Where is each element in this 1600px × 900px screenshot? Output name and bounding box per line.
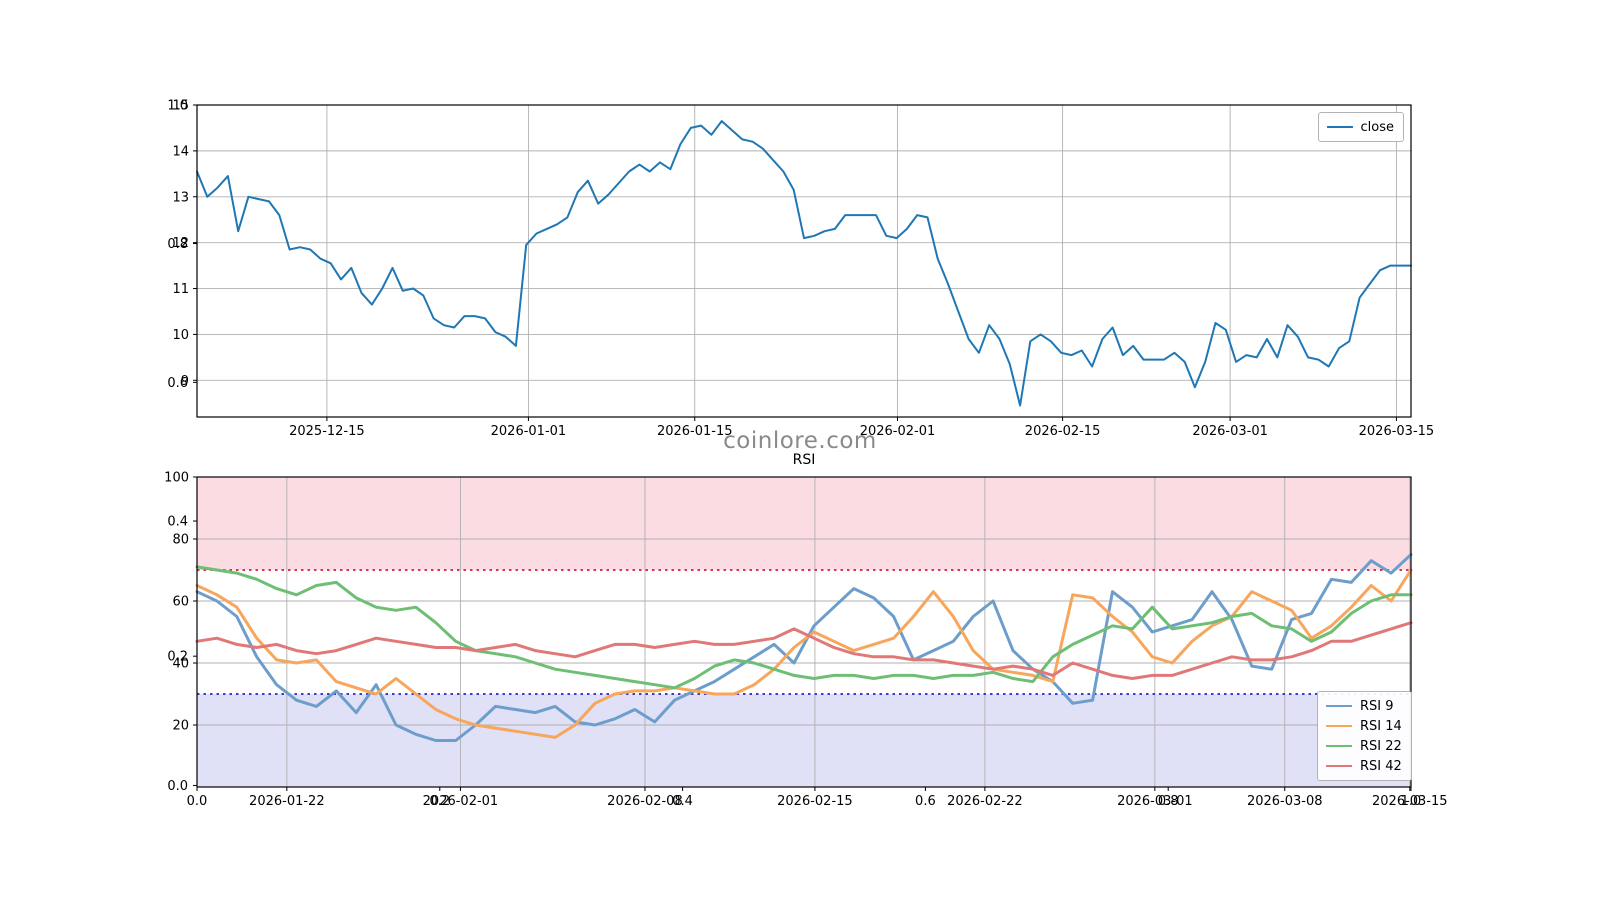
rsi-ytick-label: 80 bbox=[172, 533, 189, 548]
legend-entry-close: close bbox=[1326, 117, 1394, 137]
rsi-sec-xtick-label: 0.0 bbox=[187, 794, 208, 809]
price-xtick-label: 2026-02-15 bbox=[1025, 424, 1101, 439]
watermark: coinlore.com bbox=[723, 428, 877, 454]
rsi-band-oversold-zone bbox=[197, 694, 1411, 787]
legend-line-swatch bbox=[1326, 745, 1352, 747]
rsi-series-rsi-22 bbox=[195, 565, 1413, 690]
price-ytick-label: 14 bbox=[172, 144, 189, 159]
rsi-legend: RSI 9 RSI 14 RSI 22 RSI 42 bbox=[1317, 691, 1412, 781]
rsi-xtick-label: 2026-03-15 bbox=[1372, 794, 1448, 809]
legend-line-swatch bbox=[1326, 705, 1352, 707]
rsi-sec-xtick-label: 0.6 bbox=[915, 794, 936, 809]
price-ytick-label: 13 bbox=[172, 190, 189, 205]
rsi-sec-ytick-label: 0.0 bbox=[167, 779, 188, 794]
legend-label: close bbox=[1360, 119, 1394, 135]
legend-label: RSI 22 bbox=[1360, 738, 1402, 754]
price-ytick-label: 15 bbox=[172, 99, 189, 114]
price-xtick-label: 2026-01-01 bbox=[491, 424, 567, 439]
price-sec-ytick-label: 1.0 bbox=[167, 99, 188, 114]
rsi-xtick-label: 2026-03-08 bbox=[1247, 794, 1323, 809]
rsi-ytick-label: 60 bbox=[172, 595, 189, 610]
rsi-xtick-label: 2026-02-15 bbox=[777, 794, 853, 809]
legend-line-swatch bbox=[1326, 725, 1352, 727]
rsi-series-rsi-9 bbox=[195, 553, 1413, 742]
rsi-series-rsi-14 bbox=[195, 568, 1413, 739]
price-ytick-label: 10 bbox=[172, 328, 189, 343]
rsi-series-rsi-42 bbox=[195, 621, 1413, 680]
price-ytick-label: 9 bbox=[181, 374, 189, 389]
rsi-ytick-label: 20 bbox=[172, 719, 189, 734]
price-sec-ytick-label: 0.8 bbox=[167, 237, 188, 252]
rsi-ytick-label: 100 bbox=[164, 471, 189, 486]
legend-entry-rsi-9: RSI 9 bbox=[1326, 696, 1402, 716]
rsi-sec-ytick-label: 0.4 bbox=[167, 515, 188, 530]
legend-entry-rsi-42: RSI 42 bbox=[1326, 756, 1402, 776]
rsi-xtick-label: 2026-03-01 bbox=[1117, 794, 1193, 809]
legend-label: RSI 9 bbox=[1360, 698, 1394, 714]
legend-line-swatch bbox=[1326, 765, 1352, 767]
price-xtick-label: 2026-03-15 bbox=[1359, 424, 1435, 439]
rsi-plot-border bbox=[196, 476, 1412, 788]
price-xtick-label: 2026-01-15 bbox=[657, 424, 733, 439]
rsi-chart-title: RSI bbox=[792, 452, 816, 468]
rsi-sec-xtick-label: 0.8 bbox=[1158, 794, 1179, 809]
rsi-band-overbought-zone bbox=[197, 477, 1411, 570]
price-series-close bbox=[196, 120, 1412, 407]
legend-entry-rsi-14: RSI 14 bbox=[1326, 716, 1402, 736]
rsi-sec-ytick-label: 0.2 bbox=[167, 650, 188, 665]
rsi-xtick-label: 2026-02-22 bbox=[947, 794, 1023, 809]
price-xtick-label: 2026-03-01 bbox=[1192, 424, 1268, 439]
price-ytick-label: 11 bbox=[172, 282, 189, 297]
legend-entry-rsi-22: RSI 22 bbox=[1326, 736, 1402, 756]
rsi-xtick-label: 2026-01-22 bbox=[249, 794, 325, 809]
legend-line-swatch bbox=[1326, 126, 1353, 128]
price-sec-ytick-label: 0.6 bbox=[167, 376, 188, 391]
rsi-sec-xtick-label: 1.0 bbox=[1401, 794, 1422, 809]
price-ytick-label: 12 bbox=[172, 236, 189, 251]
rsi-xtick-label: 2026-02-08 bbox=[607, 794, 683, 809]
legend-label: RSI 42 bbox=[1360, 758, 1402, 774]
rsi-xtick-label: 2026-02-01 bbox=[423, 794, 499, 809]
legend-label: RSI 14 bbox=[1360, 718, 1402, 734]
price-legend: close bbox=[1317, 112, 1404, 142]
price-xtick-label: 2026-02-01 bbox=[860, 424, 936, 439]
rsi-sec-xtick-label: 0.2 bbox=[429, 794, 450, 809]
price-plot-border bbox=[196, 104, 1412, 418]
rsi-ytick-label: 40 bbox=[172, 657, 189, 672]
rsi-sec-xtick-label: 0.4 bbox=[672, 794, 693, 809]
price-xtick-label: 2025-12-15 bbox=[289, 424, 365, 439]
